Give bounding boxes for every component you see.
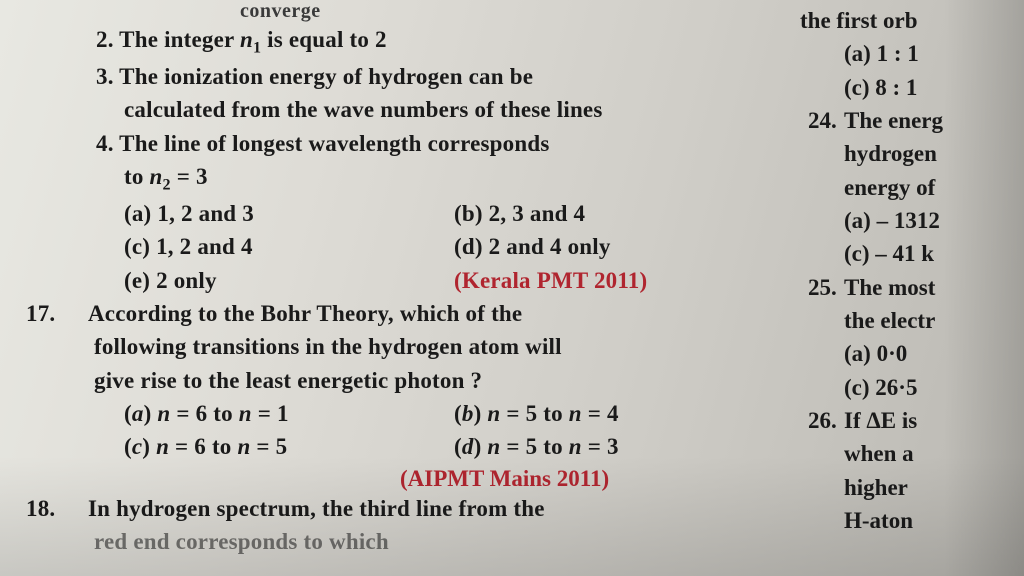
q17-line1: 17.According to the Bohr Theory, which o… (60, 297, 760, 330)
q16-options-row1: (a) 1, 2 and 3 (b) 2, 3 and 4 (60, 197, 760, 230)
statement-4-line1: 4. The line of longest wavelength corres… (60, 127, 760, 160)
q24-line3: energy of (800, 171, 1024, 204)
q26-number: 26. (808, 404, 844, 437)
q17-line2: following transitions in the hydrogen at… (60, 330, 760, 363)
q16-option-a: (a) 1, 2 and 3 (124, 197, 454, 230)
q16-source: (Kerala PMT 2011) (454, 264, 760, 297)
q17-options-row2: (c) n = 6 to n = 5 (d) n = 5 to n = 3 (60, 430, 760, 463)
q25-line1: 25.The most (800, 271, 1024, 304)
statement-4-line2: to n2 = 3 (60, 160, 760, 197)
right-opt-c: (c) 8 : 1 (800, 71, 1024, 104)
q26-text1: If ΔE is (844, 408, 917, 433)
q26-line1: 26.If ΔE is (800, 404, 1024, 437)
textbook-page-scan: converge 2. The integer n1 is equal to 2… (0, 0, 1024, 576)
right-opt-a: (a) 1 : 1 (800, 37, 1024, 70)
statement-3-line1: 3. The ionization energy of hydrogen can… (60, 60, 760, 93)
q17-option-d: (d) n = 5 to n = 3 (454, 430, 760, 463)
q24-opt-c: (c) – 41 k (800, 237, 1024, 270)
q16-option-e: (e) 2 only (124, 264, 454, 297)
q17-source: (AIPMT Mains 2011) (60, 466, 760, 492)
q18-number: 18. (60, 492, 88, 525)
left-column: converge 2. The integer n1 is equal to 2… (60, 0, 760, 558)
q25-opt-a: (a) 0·0 (800, 337, 1024, 370)
q17-options-row1: (a) n = 6 to n = 1 (b) n = 5 to n = 4 (60, 397, 760, 430)
q18-text1: In hydrogen spectrum, the third line fro… (88, 496, 545, 521)
q18-line2-cutoff: red end corresponds to which (60, 525, 760, 558)
q24-number: 24. (808, 104, 844, 137)
q24-line2: hydrogen (800, 137, 1024, 170)
q17-option-b: (b) n = 5 to n = 4 (454, 397, 760, 430)
q26-line3: higher (800, 471, 1024, 504)
q25-opt-c: (c) 26·5 (800, 371, 1024, 404)
q18-line1: 18.In hydrogen spectrum, the third line … (60, 492, 760, 525)
q24-line1: 24.The energ (800, 104, 1024, 137)
right-column: the first orb (a) 1 : 1 (c) 8 : 1 24.The… (800, 0, 1024, 538)
q25-text1: The most (844, 275, 935, 300)
q25-number: 25. (808, 271, 844, 304)
q25-line2: the electr (800, 304, 1024, 337)
q26-line4: H-aton (800, 504, 1024, 537)
right-top-fragment: the first orb (800, 4, 1024, 37)
q17-line3: give rise to the least energetic photon … (60, 364, 760, 397)
q26-line2: when a (800, 437, 1024, 470)
q16-option-d: (d) 2 and 4 only (454, 230, 760, 263)
q17-option-c: (c) n = 6 to n = 5 (124, 430, 454, 463)
q24-text1: The energ (844, 108, 943, 133)
q16-options-row3: (e) 2 only (Kerala PMT 2011) (60, 264, 760, 297)
q17-text1: According to the Bohr Theory, which of t… (88, 301, 522, 326)
q17-number: 17. (60, 297, 88, 330)
statement-3-line2: calculated from the wave numbers of thes… (60, 93, 760, 126)
q16-option-c: (c) 1, 2 and 4 (124, 230, 454, 263)
q16-options-row2: (c) 1, 2 and 4 (d) 2 and 4 only (60, 230, 760, 263)
q24-opt-a: (a) – 1312 (800, 204, 1024, 237)
statement-2: 2. The integer n1 is equal to 2 (60, 23, 760, 60)
cutoff-text-top: converge (60, 0, 760, 23)
q17-option-a: (a) n = 6 to n = 1 (124, 397, 454, 430)
q16-option-b: (b) 2, 3 and 4 (454, 197, 760, 230)
